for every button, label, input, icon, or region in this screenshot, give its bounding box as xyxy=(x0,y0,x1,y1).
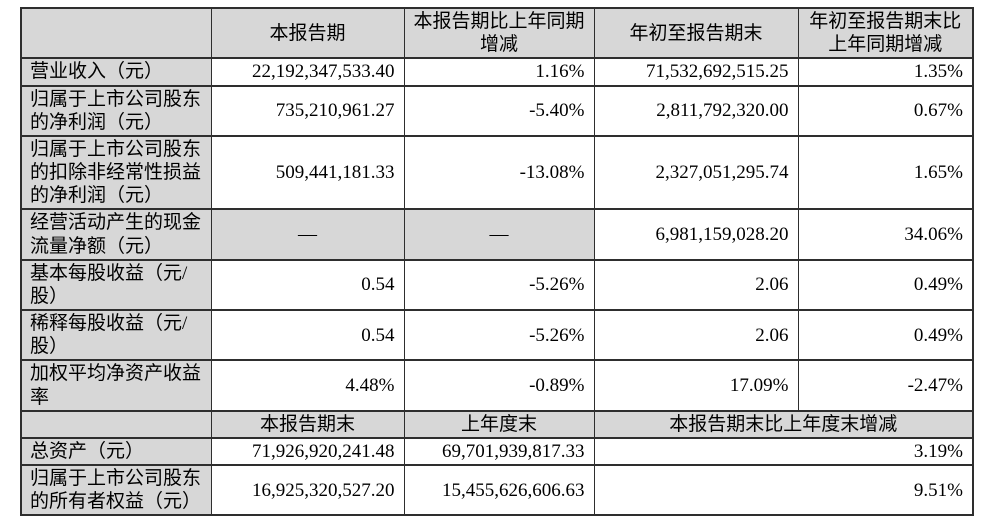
value-cell: -5.26% xyxy=(403,258,595,312)
value-cell: -2.47% xyxy=(797,359,974,412)
dash-cell: — xyxy=(210,208,405,261)
financial-summary-table: 本报告期 本报告期比上年同期增减 年初至报告期末 年初至报告期末比上年同期增减 … xyxy=(20,6,974,516)
value-cell: -5.40% xyxy=(403,84,595,137)
value-cell: 4.48% xyxy=(210,359,405,412)
table-row: 营业收入（元） 22,192,347,533.40 1.16% 71,532,6… xyxy=(20,57,974,87)
row-label: 基本每股收益（元/股） xyxy=(20,258,212,312)
value-cell: 2.06 xyxy=(593,309,799,362)
value-cell: -13.08% xyxy=(403,134,595,211)
value-cell: 71,926,920,241.48 xyxy=(210,436,405,467)
value-cell: 17.09% xyxy=(593,359,799,412)
row-label: 归属于上市公司股东的扣除非经常性损益的净利润（元） xyxy=(20,134,212,211)
column-header: 本报告期比上年同期增减 xyxy=(403,6,595,60)
value-cell: 69,701,939,817.33 xyxy=(403,436,595,467)
value-cell: 15,455,626,606.63 xyxy=(403,464,595,516)
dash-cell: — xyxy=(403,208,595,261)
value-cell: 0.49% xyxy=(797,309,974,362)
value-cell: 735,210,961.27 xyxy=(210,84,405,137)
table-row: 经营活动产生的现金流量净额（元） — — 6,981,159,028.20 34… xyxy=(20,208,974,261)
column-header: 年初至报告期末 xyxy=(593,6,799,60)
value-cell: 6,981,159,028.20 xyxy=(593,208,799,261)
corner-cell xyxy=(20,409,212,439)
column-header: 本报告期 xyxy=(210,6,405,60)
header-row-1: 本报告期 本报告期比上年同期增减 年初至报告期末 年初至报告期末比上年同期增减 xyxy=(20,6,974,60)
value-cell: 22,192,347,533.40 xyxy=(210,57,405,87)
value-cell: 0.49% xyxy=(797,258,974,312)
corner-cell xyxy=(20,6,212,60)
row-label: 经营活动产生的现金流量净额（元） xyxy=(20,208,212,261)
value-cell: 0.54 xyxy=(210,258,405,312)
header-row-2: 本报告期末 上年度末 本报告期末比上年度末增减 xyxy=(20,409,974,439)
table-row: 稀释每股收益（元/股） 0.54 -5.26% 2.06 0.49% xyxy=(20,309,974,362)
value-cell: 0.67% xyxy=(797,84,974,137)
value-cell: 3.19% xyxy=(593,436,974,467)
table-row: 归属于上市公司股东的所有者权益（元） 16,925,320,527.20 15,… xyxy=(20,464,974,516)
table-row: 基本每股收益（元/股） 0.54 -5.26% 2.06 0.49% xyxy=(20,258,974,312)
value-cell: 2.06 xyxy=(593,258,799,312)
row-label: 归属于上市公司股东的所有者权益（元） xyxy=(20,464,212,516)
row-label: 总资产（元） xyxy=(20,436,212,467)
table-row: 总资产（元） 71,926,920,241.48 69,701,939,817.… xyxy=(20,436,974,467)
value-cell: -5.26% xyxy=(403,309,595,362)
column-header: 年初至报告期末比上年同期增减 xyxy=(797,6,974,60)
row-label: 稀释每股收益（元/股） xyxy=(20,309,212,362)
value-cell: 34.06% xyxy=(797,208,974,261)
table-row: 归属于上市公司股东的净利润（元） 735,210,961.27 -5.40% 2… xyxy=(20,84,974,137)
column-header: 本报告期末 xyxy=(210,409,405,439)
row-label: 归属于上市公司股东的净利润（元） xyxy=(20,84,212,137)
table-row: 加权平均净资产收益率 4.48% -0.89% 17.09% -2.47% xyxy=(20,359,974,412)
value-cell: 1.16% xyxy=(403,57,595,87)
value-cell: 509,441,181.33 xyxy=(210,134,405,211)
row-label: 加权平均净资产收益率 xyxy=(20,359,212,412)
value-cell: 16,925,320,527.20 xyxy=(210,464,405,516)
column-header: 本报告期末比上年度末增减 xyxy=(593,409,974,439)
value-cell: 2,327,051,295.74 xyxy=(593,134,799,211)
value-cell: 71,532,692,515.25 xyxy=(593,57,799,87)
row-label: 营业收入（元） xyxy=(20,57,212,87)
key-accounting-data-table: 本报告期 本报告期比上年同期增减 年初至报告期末 年初至报告期末比上年同期增减 … xyxy=(20,6,974,516)
table-row: 归属于上市公司股东的扣除非经常性损益的净利润（元） 509,441,181.33… xyxy=(20,134,974,211)
value-cell: 2,811,792,320.00 xyxy=(593,84,799,137)
column-header: 上年度末 xyxy=(403,409,595,439)
value-cell: -0.89% xyxy=(403,359,595,412)
value-cell: 1.35% xyxy=(797,57,974,87)
value-cell: 9.51% xyxy=(593,464,974,516)
value-cell: 1.65% xyxy=(797,134,974,211)
value-cell: 0.54 xyxy=(210,309,405,362)
